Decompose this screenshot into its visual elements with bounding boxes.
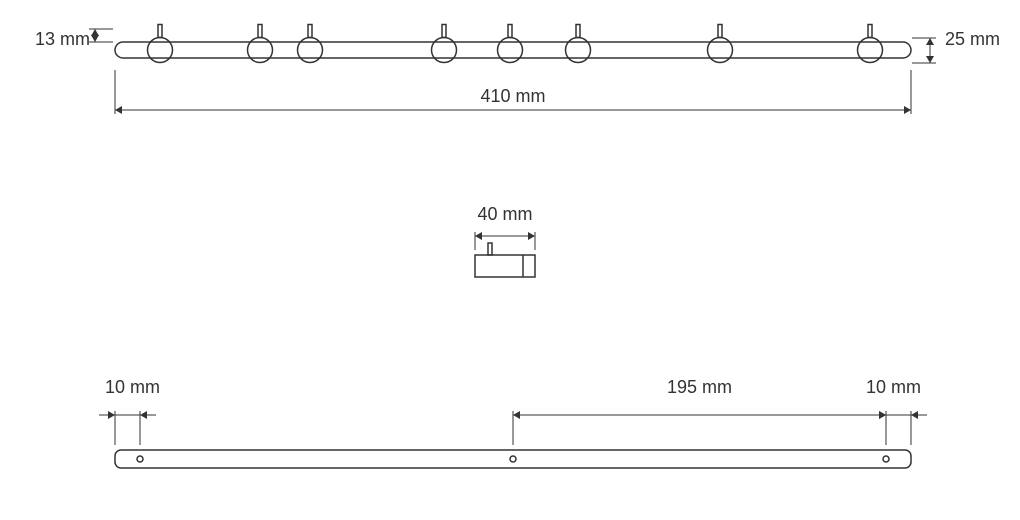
svg-text:10 mm: 10 mm — [105, 377, 160, 397]
back-view — [115, 450, 911, 468]
svg-text:410 mm: 410 mm — [480, 86, 545, 106]
svg-text:195 mm: 195 mm — [667, 377, 732, 397]
front-view — [115, 25, 911, 63]
svg-text:13 mm: 13 mm — [35, 29, 90, 49]
svg-text:10 mm: 10 mm — [866, 377, 921, 397]
side-view — [475, 243, 535, 277]
svg-text:40 mm: 40 mm — [477, 204, 532, 224]
svg-text:25 mm: 25 mm — [945, 29, 1000, 49]
